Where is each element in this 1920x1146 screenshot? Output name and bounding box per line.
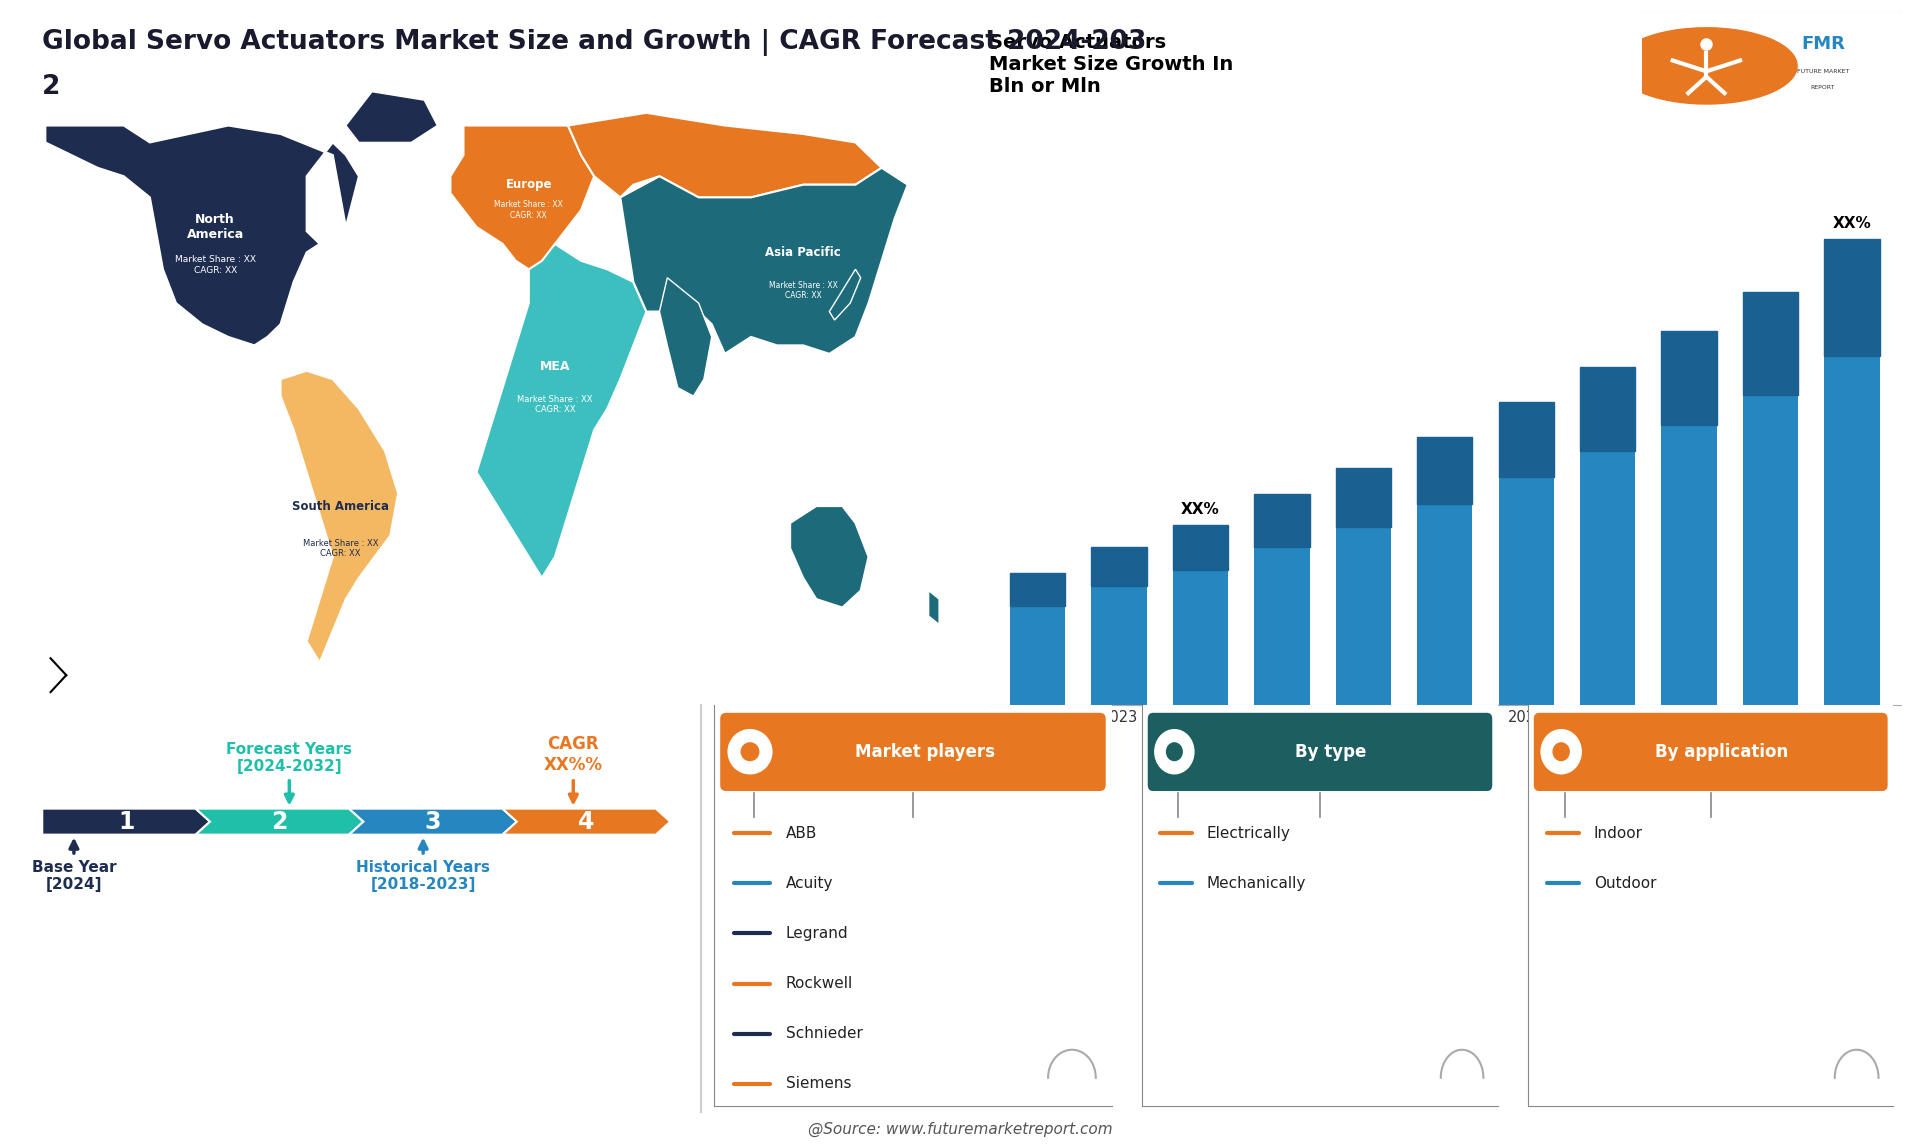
Bar: [1417, 437, 1473, 504]
Bar: [1661, 331, 1716, 425]
Text: MEA: MEA: [540, 360, 570, 372]
FancyBboxPatch shape: [720, 713, 1106, 791]
Text: Siemens: Siemens: [785, 1076, 851, 1091]
Text: South America: South America: [292, 500, 390, 512]
Polygon shape: [346, 92, 438, 142]
Bar: [1254, 494, 1309, 705]
Text: Rockwell: Rockwell: [785, 976, 852, 991]
Text: CAGR
XX%%: CAGR XX%%: [543, 736, 603, 775]
Bar: [1091, 547, 1146, 587]
Polygon shape: [280, 371, 397, 662]
Polygon shape: [568, 112, 881, 197]
Text: By type: By type: [1294, 743, 1367, 761]
Bar: [1010, 573, 1066, 606]
Text: FMR: FMR: [1801, 36, 1845, 53]
Text: @Source: www.futuremarketreport.com: @Source: www.futuremarketreport.com: [808, 1122, 1112, 1137]
Circle shape: [1615, 28, 1797, 104]
Polygon shape: [476, 244, 647, 578]
Text: Schnieder: Schnieder: [785, 1026, 862, 1042]
Bar: [1824, 240, 1880, 705]
Circle shape: [1154, 730, 1194, 774]
Text: Forecast Years
[2024-2032]: Forecast Years [2024-2032]: [227, 741, 353, 775]
Bar: [1173, 525, 1229, 705]
Text: XX%: XX%: [1181, 502, 1219, 517]
Bar: [1824, 240, 1880, 355]
Text: 2: 2: [42, 74, 61, 101]
Polygon shape: [829, 269, 860, 320]
Polygon shape: [791, 507, 868, 607]
Text: Market players: Market players: [854, 743, 995, 761]
Bar: [1580, 367, 1636, 705]
Text: REPORT: REPORT: [1811, 85, 1836, 91]
FancyBboxPatch shape: [1534, 713, 1887, 791]
Polygon shape: [659, 277, 712, 397]
Bar: [1010, 573, 1066, 705]
Text: Servo Actuators
Market Size Growth In
Bln or Mln: Servo Actuators Market Size Growth In Bl…: [989, 33, 1233, 96]
Text: ABB: ABB: [785, 825, 818, 841]
Bar: [1661, 331, 1716, 705]
Bar: [1417, 437, 1473, 705]
Polygon shape: [929, 590, 939, 625]
Bar: [1743, 292, 1799, 705]
Bar: [1254, 494, 1309, 547]
Circle shape: [1167, 743, 1183, 761]
FancyBboxPatch shape: [1148, 713, 1492, 791]
Circle shape: [741, 743, 758, 761]
Bar: [1743, 292, 1799, 395]
Text: Acuity: Acuity: [785, 876, 833, 890]
Text: FUTURE MARKET: FUTURE MARKET: [1797, 69, 1849, 73]
Text: By application: By application: [1655, 743, 1788, 761]
Text: Legrand: Legrand: [785, 926, 849, 941]
Text: Market Share : XX
CAGR: XX: Market Share : XX CAGR: XX: [175, 256, 255, 275]
Bar: [1173, 525, 1229, 570]
Circle shape: [728, 730, 772, 774]
Text: Indoor: Indoor: [1594, 825, 1644, 841]
Text: 3: 3: [424, 809, 442, 833]
Text: 1: 1: [117, 809, 134, 833]
Polygon shape: [46, 126, 359, 345]
Text: 4: 4: [578, 809, 595, 833]
Bar: [1498, 402, 1553, 478]
Text: Global Servo Actuators Market Size and Growth | CAGR Forecast 2024-203: Global Servo Actuators Market Size and G…: [42, 29, 1146, 56]
Polygon shape: [42, 809, 209, 834]
Text: 2: 2: [271, 809, 288, 833]
Bar: [1336, 468, 1392, 705]
Polygon shape: [196, 809, 363, 834]
Text: Base Year
[2024]: Base Year [2024]: [31, 860, 117, 892]
Text: Outdoor: Outdoor: [1594, 876, 1657, 890]
Bar: [1498, 402, 1553, 705]
Text: Europe: Europe: [505, 179, 553, 191]
Polygon shape: [620, 167, 908, 354]
Text: Market Share : XX
CAGR: XX: Market Share : XX CAGR: XX: [493, 201, 563, 220]
Circle shape: [1553, 743, 1569, 761]
Polygon shape: [451, 126, 593, 269]
Text: Electrically: Electrically: [1206, 825, 1290, 841]
Bar: [1091, 547, 1146, 705]
Text: Mechanically: Mechanically: [1206, 876, 1306, 890]
Bar: [1580, 367, 1636, 452]
Text: Market Share : XX
CAGR: XX: Market Share : XX CAGR: XX: [303, 539, 378, 558]
Text: North
America: North America: [186, 213, 244, 241]
Text: XX%: XX%: [1832, 217, 1872, 231]
Text: Historical Years
[2018-2023]: Historical Years [2018-2023]: [355, 860, 490, 892]
Text: Market Share : XX
CAGR: XX: Market Share : XX CAGR: XX: [768, 281, 837, 300]
Circle shape: [1542, 730, 1582, 774]
Polygon shape: [349, 809, 516, 834]
Polygon shape: [503, 809, 670, 834]
Bar: [1336, 468, 1392, 527]
Text: Market Share : XX
CAGR: XX: Market Share : XX CAGR: XX: [516, 395, 593, 414]
Text: Asia Pacific: Asia Pacific: [766, 246, 841, 259]
